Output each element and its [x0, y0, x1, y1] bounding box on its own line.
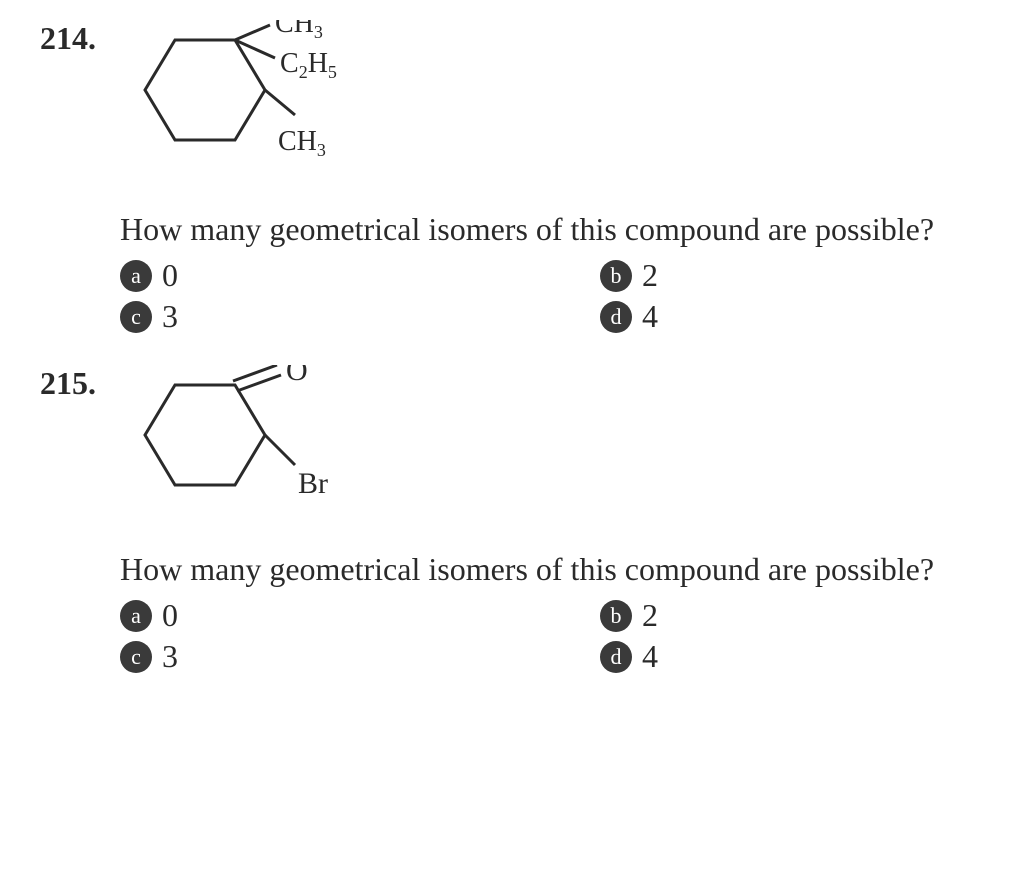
option-value: 2	[642, 597, 658, 634]
oxygen-label: O	[286, 365, 308, 387]
bond	[235, 25, 270, 40]
cyclohexane-ring	[145, 40, 265, 140]
option-value: 0	[162, 597, 178, 634]
option-bubble: a	[120, 600, 152, 632]
question-body: O Br How many geometrical isomers of thi…	[120, 365, 984, 675]
option-value: 3	[162, 638, 178, 675]
option-value: 0	[162, 257, 178, 294]
option-a[interactable]: a 0	[120, 597, 340, 634]
question-text: How many geometrical isomers of this com…	[120, 548, 984, 591]
option-b[interactable]: b 2	[600, 597, 820, 634]
cyclohexane-ring	[145, 385, 265, 485]
substituent-label: CH3	[275, 20, 323, 42]
option-d[interactable]: d 4	[600, 638, 820, 675]
option-value: 3	[162, 298, 178, 335]
option-value: 2	[642, 257, 658, 294]
substituent-label: C2H5	[280, 48, 337, 82]
option-c[interactable]: c 3	[120, 298, 340, 335]
question-number: 215.	[40, 365, 120, 675]
bond	[265, 435, 295, 465]
option-value: 4	[642, 638, 658, 675]
option-b[interactable]: b 2	[600, 257, 820, 294]
substituent-label: CH3	[278, 126, 326, 160]
option-bubble: a	[120, 260, 152, 292]
option-bubble: b	[600, 600, 632, 632]
bromine-label: Br	[298, 467, 328, 500]
chemical-structure-215: O Br	[120, 365, 984, 540]
chemical-structure-214: CH3 C2H5 CH3	[120, 20, 984, 200]
options-grid: a 0 b 2 c 3 d 4	[120, 257, 820, 335]
option-bubble: c	[120, 301, 152, 333]
option-bubble: d	[600, 641, 632, 673]
question-214: 214. CH3 C2H5 CH3 How many geometrical i…	[40, 20, 984, 335]
option-c[interactable]: c 3	[120, 638, 340, 675]
option-bubble: c	[120, 641, 152, 673]
option-value: 4	[642, 298, 658, 335]
bond	[265, 90, 295, 115]
option-bubble: b	[600, 260, 632, 292]
question-body: CH3 C2H5 CH3 How many geometrical isomer…	[120, 20, 984, 335]
option-bubble: d	[600, 301, 632, 333]
option-d[interactable]: d 4	[600, 298, 820, 335]
question-text: How many geometrical isomers of this com…	[120, 208, 984, 251]
option-a[interactable]: a 0	[120, 257, 340, 294]
options-grid: a 0 b 2 c 3 d 4	[120, 597, 820, 675]
question-215: 215. O Br How many geometrical isomers o…	[40, 365, 984, 675]
question-number: 214.	[40, 20, 120, 335]
